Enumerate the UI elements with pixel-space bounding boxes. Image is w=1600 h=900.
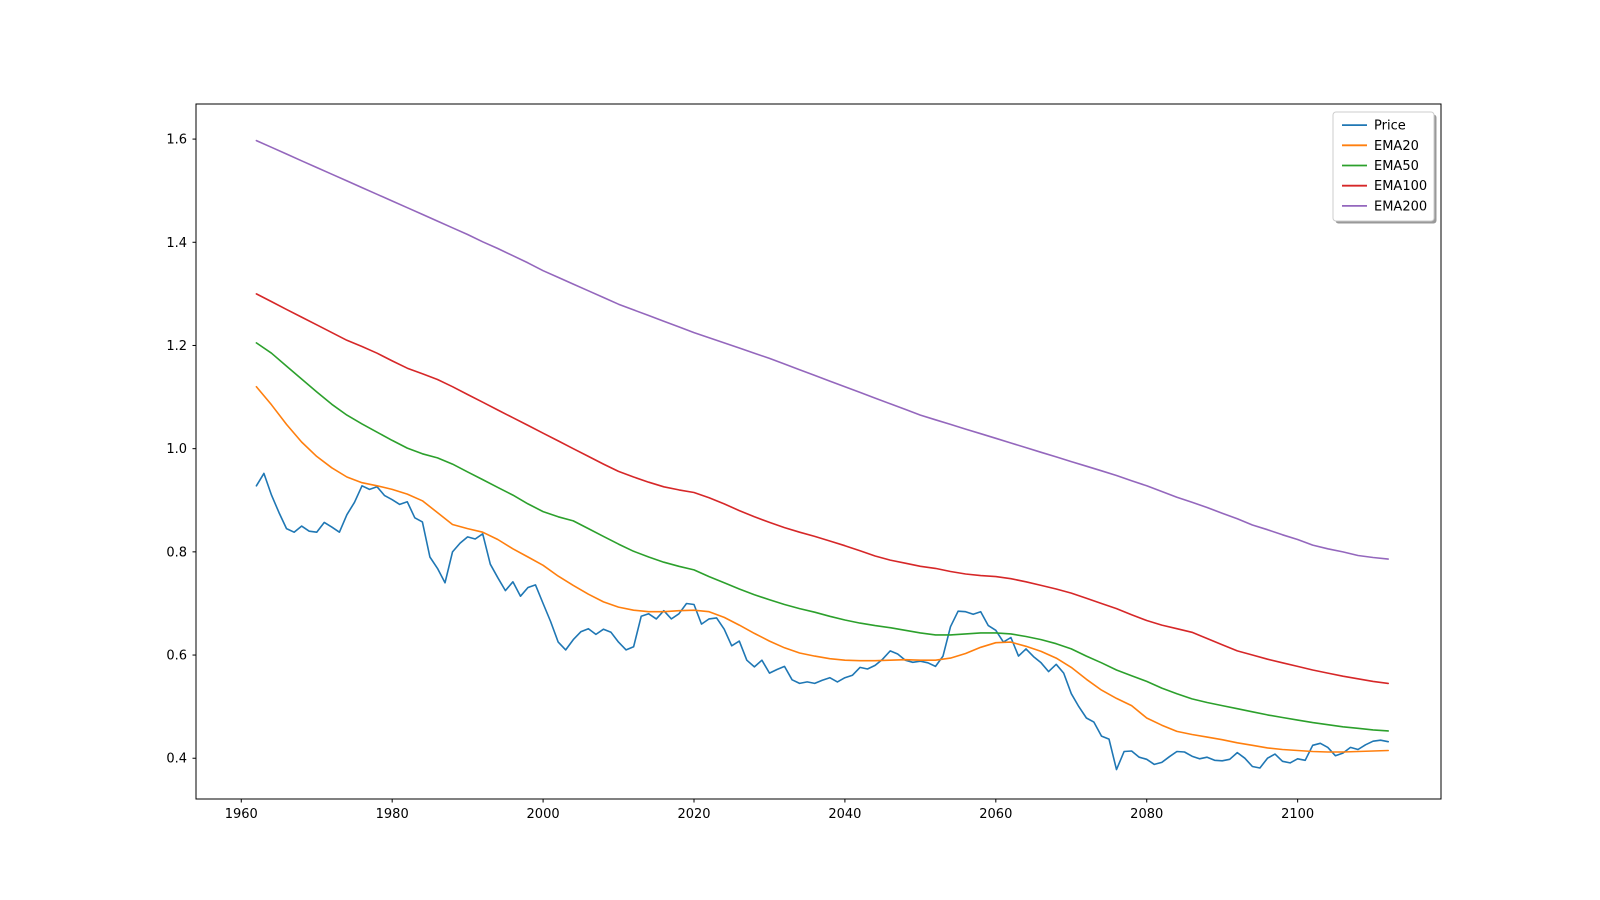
legend-label-ema20: EMA20 <box>1374 139 1419 154</box>
x-tick-label: 1960 <box>225 807 258 822</box>
legend-label-ema50: EMA50 <box>1374 159 1419 174</box>
plot-border <box>195 103 1442 800</box>
y-tick-label: 1.4 <box>166 236 187 251</box>
legend-label-ema200: EMA200 <box>1374 199 1427 214</box>
x-tick-label: 2020 <box>677 807 710 822</box>
series-line-ema100 <box>255 293 1389 685</box>
legend-label-ema100: EMA100 <box>1374 179 1427 194</box>
x-tick-label: 1980 <box>376 807 409 822</box>
series-line-ema200 <box>255 139 1389 560</box>
y-tick-label: 1.6 <box>166 133 187 148</box>
x-tick-label: 2100 <box>1281 807 1314 822</box>
x-tick-label: 2000 <box>527 807 560 822</box>
y-tick-label: 0.8 <box>166 545 187 560</box>
x-tick-label: 2040 <box>828 807 861 822</box>
x-tick-label: 2080 <box>1130 807 1163 822</box>
y-tick-label: 0.6 <box>166 649 187 664</box>
y-tick-label: 1.2 <box>166 339 187 354</box>
legend-box <box>1332 111 1435 222</box>
series-line-ema50 <box>255 342 1389 732</box>
series-line-ema20 <box>255 385 1389 753</box>
x-tick-label: 2060 <box>979 807 1012 822</box>
series-line-price <box>255 472 1389 771</box>
y-tick-label: 0.4 <box>166 752 187 767</box>
legend-label-price: Price <box>1374 119 1406 134</box>
y-tick-label: 1.0 <box>166 442 187 457</box>
